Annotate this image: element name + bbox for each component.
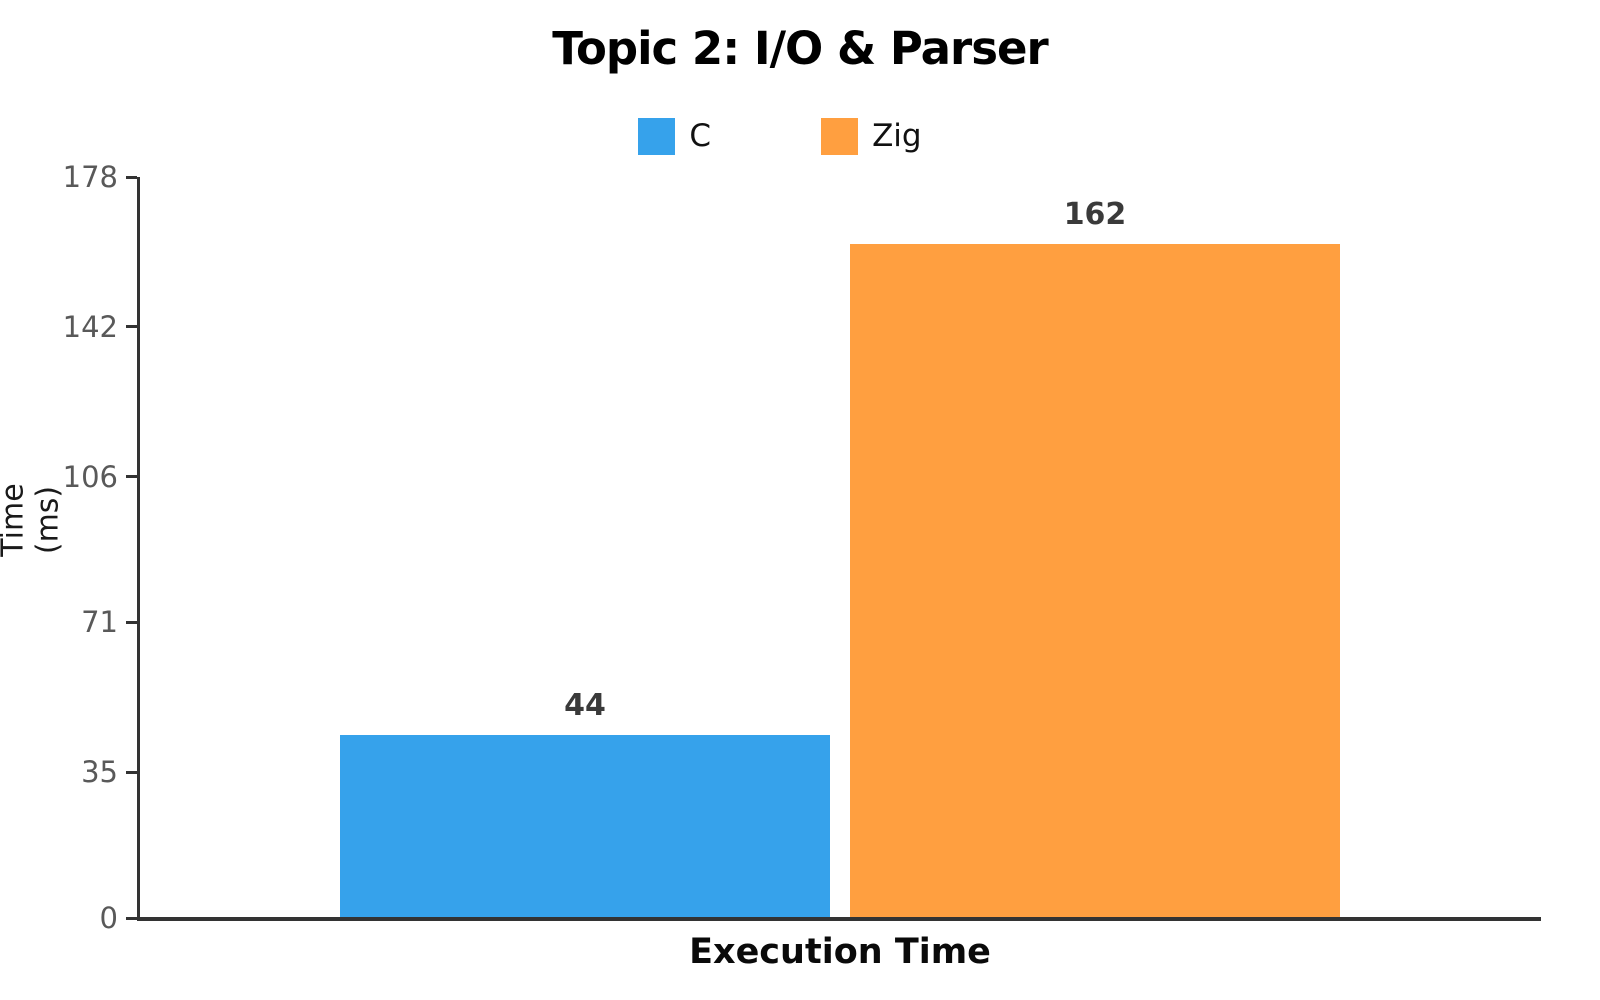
legend: C Zig bbox=[0, 118, 1560, 155]
legend-swatch-c bbox=[638, 118, 676, 155]
y-tick-label: 71 bbox=[81, 605, 118, 640]
y-tick-label: 142 bbox=[62, 309, 118, 344]
bar-value-label: 162 bbox=[1063, 196, 1127, 232]
chart-title: Topic 2: I/O & Parser bbox=[552, 22, 1048, 75]
legend-item-zig: Zig bbox=[821, 118, 922, 155]
y-axis-line bbox=[137, 177, 140, 921]
x-axis-line bbox=[137, 917, 1541, 921]
bar-zig bbox=[850, 243, 1340, 918]
y-tick-mark bbox=[126, 916, 137, 920]
y-tick-mark bbox=[126, 770, 137, 774]
y-tick-mark bbox=[126, 325, 137, 329]
y-tick-label: 0 bbox=[99, 901, 118, 935]
y-tick-label: 35 bbox=[81, 755, 118, 790]
bar-c bbox=[340, 734, 830, 918]
y-tick-mark bbox=[126, 475, 137, 479]
legend-label: Zig bbox=[872, 118, 922, 154]
legend-swatch-zig bbox=[821, 118, 859, 155]
x-axis-label: Execution Time bbox=[689, 932, 991, 972]
y-tick-label: 106 bbox=[62, 459, 118, 494]
y-tick-mark bbox=[126, 175, 137, 179]
bar-value-label: 44 bbox=[564, 687, 606, 723]
y-tick-label: 178 bbox=[62, 160, 118, 194]
legend-item-c: C bbox=[638, 118, 711, 155]
legend-label: C bbox=[689, 118, 712, 154]
y-tick-mark bbox=[126, 620, 137, 624]
